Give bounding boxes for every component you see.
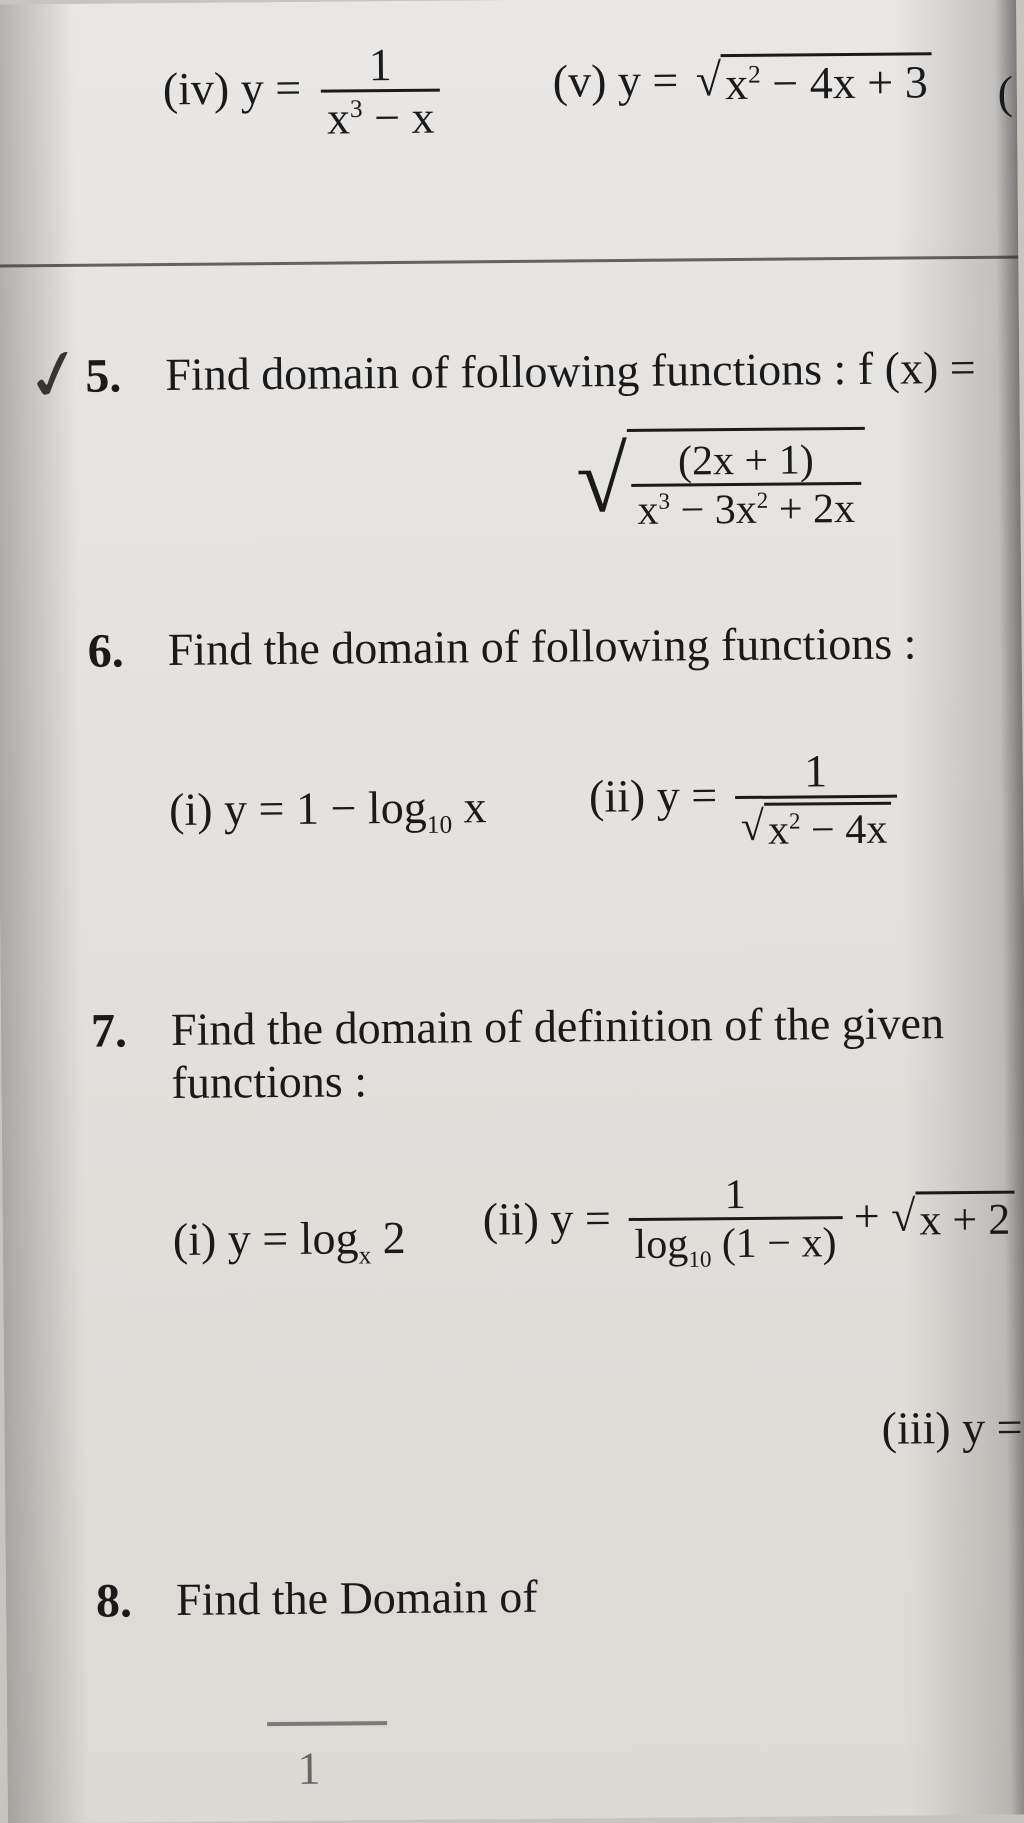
q6-ii-fraction: 1 √ x2 − 4x: [734, 747, 897, 852]
q7-ii-frac-den: log10 (1 − x): [628, 1216, 842, 1271]
question-8-text: Find the Domain of: [176, 1570, 538, 1626]
checkmark-icon: ✓: [17, 329, 92, 423]
question-6-text: Find the domain of following functions :: [167, 616, 916, 676]
item-v-sqrt: √ x2 − 4x + 3: [696, 52, 932, 107]
cutoff-fragment: [267, 1721, 387, 1726]
q7-i-arg: 2: [371, 1212, 406, 1263]
item-v: (v) y = √ x2 − 4x + 3: [553, 51, 932, 108]
q7-i-label: (i) y = log: [173, 1212, 359, 1265]
question-5-sqrt: √ (2x + 1) x3 − 3x2 + 2x: [576, 427, 865, 534]
cutoff-text-fragment: 1: [297, 1742, 320, 1795]
question-7-part-i: (i) y = logx 2: [173, 1211, 406, 1272]
question-8-number: 8.: [96, 1573, 132, 1628]
question-6-part-i: (i) y = 1 − log10 x: [169, 780, 487, 842]
question-7-part-ii: (ii) y = 1 log10 (1 − x) + √ x + 2: [482, 1171, 1014, 1273]
question-7-text: Find the domain of definition of the giv…: [171, 996, 1016, 1109]
q6-i-arg: x: [452, 781, 487, 832]
question-7-part-iii-fragment: (iii) y =: [881, 1401, 1022, 1455]
horizontal-rule: [0, 256, 1018, 268]
item-iv: (iv) y = 1 x3 − x: [162, 41, 440, 145]
question-5-frac-den: x3 − 3x2 + 2x: [631, 482, 861, 533]
item-v-sqrt-arg: x2 − 4x + 3: [721, 52, 932, 107]
q7-ii-sqrt-arg: x + 2: [915, 1191, 1014, 1243]
page-lighting: [0, 0, 1024, 1823]
q6-ii-num: 1: [734, 747, 897, 797]
item-iv-numerator: 1: [320, 41, 440, 90]
question-6-number: 6.: [87, 623, 123, 678]
q7-ii-plus: +: [854, 1190, 892, 1241]
q7-ii-fraction: 1 log10 (1 − x): [628, 1172, 843, 1272]
item-iv-fraction: 1 x3 − x: [320, 41, 440, 144]
question-7-number: 7.: [91, 1003, 127, 1058]
q6-ii-den: √ x2 − 4x: [735, 795, 898, 852]
radical-icon: √: [576, 446, 628, 516]
question-5-number: 5.: [85, 348, 121, 403]
radical-icon: √: [891, 1195, 916, 1239]
q7-ii-frac-num: 1: [628, 1172, 842, 1218]
q7-i-logbase: x: [359, 1241, 372, 1269]
radical-icon: √: [696, 57, 722, 103]
radical-icon: √: [741, 806, 764, 848]
q6-i-label: (i) y = 1 − log: [169, 782, 427, 835]
question-5-text: Find domain of following functions : f (…: [165, 341, 976, 401]
q6-ii-label: (ii) y =: [589, 770, 718, 822]
item-v-right-fragment: (: [997, 66, 1013, 119]
q7-ii-label: (ii) y =: [482, 1193, 611, 1245]
question-6-part-ii: (ii) y = 1 √ x2 − 4x: [589, 747, 898, 853]
q7-ii-sqrt: √ x + 2: [891, 1191, 1014, 1243]
q6-i-logbase: 10: [427, 811, 453, 839]
question-5-fraction: (2x + 1) x3 − 3x2 + 2x: [631, 438, 861, 533]
item-v-label: (v) y =: [553, 55, 679, 107]
page: (iv) y = 1 x3 − x (v) y = √ x2 − 4x + 3 …: [0, 0, 1024, 1823]
question-5-frac-num: (2x + 1): [631, 438, 861, 484]
item-iv-denominator: x3 − x: [321, 89, 441, 143]
item-iv-label: (iv) y =: [163, 62, 302, 114]
page-right-edge-shadow: [994, 0, 1024, 1815]
